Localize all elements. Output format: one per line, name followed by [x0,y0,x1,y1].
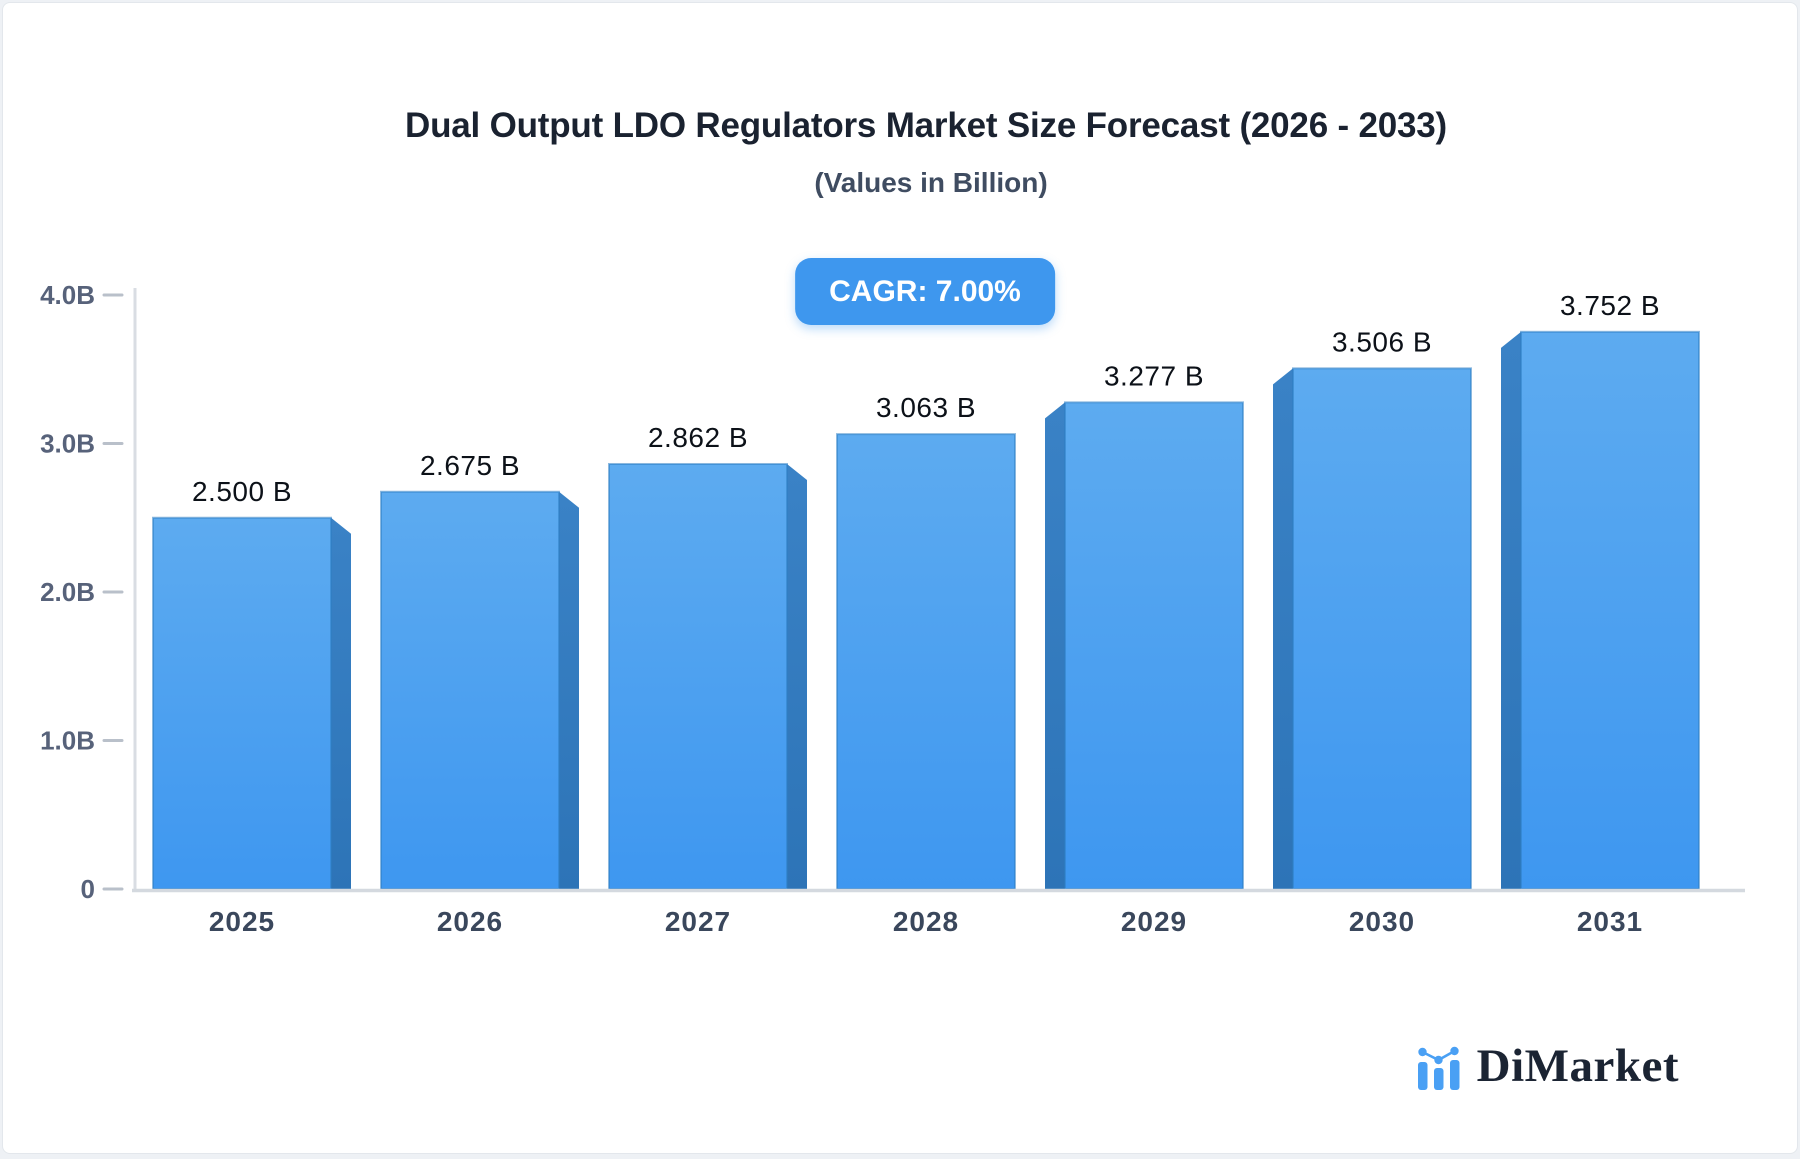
bar-2028: 3.063 B 2028 [836,392,1016,937]
bar-2026: 2.675 B 2026 [380,450,579,937]
bar-value-label: 3.063 B [876,392,976,423]
bar-front-face [1292,367,1472,890]
bar-side-face [1501,331,1521,889]
bar-2029: 3.277 B 2029 [1045,360,1244,937]
bar-front-face [608,462,788,890]
chart-title: Dual Output LDO Regulators Market Size F… [405,106,1447,145]
bar-front-face [380,490,560,890]
bar-front-face [152,516,332,890]
logo-dot [1417,1047,1427,1057]
x-axis-label: 2027 [665,906,731,937]
bar-side-face [1045,402,1065,889]
bar-side-face [559,491,579,889]
logo-bar [1449,1060,1460,1090]
logo-dot [1433,1055,1443,1065]
bar-2025: 2.500 B 2025 [152,476,351,937]
bar-value-label: 2.675 B [420,450,520,481]
y-tick-label: 0 [81,874,95,904]
x-axis-label: 2026 [437,906,503,937]
bar-front-face [1520,330,1700,890]
bar-side-face [331,517,351,889]
bar-value-label: 3.752 B [1560,290,1660,321]
y-tick-label: 3.0B [40,429,95,459]
bar-2030: 3.506 B 2030 [1273,326,1472,937]
bar-2027: 2.862 B 2027 [608,422,807,937]
bar-side-face [1273,368,1293,889]
bar-value-label: 3.506 B [1332,326,1432,357]
bar-front-face [1064,401,1244,890]
y-tick-label: 4.0B [40,280,95,310]
logo-bar [1417,1062,1428,1090]
y-tick-label: 2.0B [40,577,95,607]
x-axis-label: 2028 [893,906,959,937]
brand-logo: DiMarket [1417,1043,1679,1090]
logo-dot [1449,1046,1459,1056]
x-axis-label: 2031 [1577,906,1643,937]
cagr-badge-label: CAGR: 7.00% [829,275,1021,308]
chart-subtitle: (Values in Billion) [814,167,1048,198]
cagr-badge: CAGR: 7.00% [795,258,1055,325]
x-axis-label: 2025 [209,906,275,937]
brand-logo-text: DiMarket [1476,1040,1679,1092]
bar-value-label: 2.862 B [648,422,748,453]
brand-logo-icon [1417,1046,1460,1090]
x-axis-label: 2030 [1349,906,1415,937]
bar-value-label: 2.500 B [192,476,292,507]
bar-2031: 3.752 B 2031 [1501,290,1700,937]
bar-side-face [787,463,807,889]
x-axis-label: 2029 [1121,906,1187,937]
y-tick-label: 1.0B [40,726,95,756]
bar-value-label: 3.277 B [1104,360,1204,391]
logo-bar [1433,1068,1444,1090]
bar-front-face [836,433,1016,890]
